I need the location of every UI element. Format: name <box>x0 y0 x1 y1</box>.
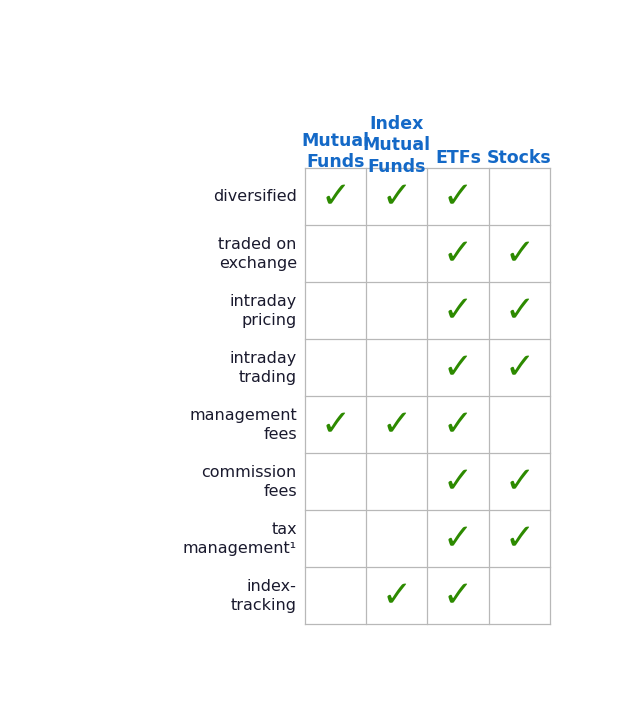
Text: traded on
exchange: traded on exchange <box>218 237 297 271</box>
Text: tax
management¹: tax management¹ <box>183 522 297 556</box>
Bar <box>304 454 551 510</box>
Text: ✓: ✓ <box>505 522 534 556</box>
Text: Mutual
Funds: Mutual Funds <box>301 132 370 171</box>
Text: ✓: ✓ <box>443 351 473 385</box>
Text: intraday
pricing: intraday pricing <box>229 294 297 328</box>
Text: ✓: ✓ <box>443 465 473 499</box>
Text: ✓: ✓ <box>320 408 350 442</box>
Text: ✓: ✓ <box>443 408 473 442</box>
Text: ✓: ✓ <box>320 180 350 214</box>
Text: index-
tracking: index- tracking <box>231 579 297 613</box>
Text: ✓: ✓ <box>505 465 534 499</box>
Text: ✓: ✓ <box>443 237 473 271</box>
Text: ✓: ✓ <box>443 522 473 556</box>
Text: ✓: ✓ <box>505 294 534 328</box>
Bar <box>304 225 551 282</box>
Text: ✓: ✓ <box>443 294 473 328</box>
Text: ✓: ✓ <box>505 237 534 271</box>
Bar <box>304 397 551 454</box>
Text: ✓: ✓ <box>381 180 412 214</box>
Text: diversified: diversified <box>213 189 297 205</box>
Text: management
fees: management fees <box>189 408 297 442</box>
Bar <box>304 282 551 339</box>
Bar <box>304 169 551 225</box>
Text: Index
Mutual
Funds: Index Mutual Funds <box>363 115 431 176</box>
Text: ✓: ✓ <box>443 579 473 613</box>
Text: Stocks: Stocks <box>487 149 552 166</box>
Text: commission
fees: commission fees <box>202 465 297 498</box>
Text: ✓: ✓ <box>381 579 412 613</box>
Text: ETFs: ETFs <box>435 149 481 166</box>
Text: ✓: ✓ <box>381 408 412 442</box>
Bar <box>304 510 551 567</box>
Text: ✓: ✓ <box>505 351 534 385</box>
Text: ✓: ✓ <box>443 180 473 214</box>
Text: intraday
trading: intraday trading <box>229 351 297 385</box>
Bar <box>304 567 551 624</box>
Bar <box>304 339 551 397</box>
